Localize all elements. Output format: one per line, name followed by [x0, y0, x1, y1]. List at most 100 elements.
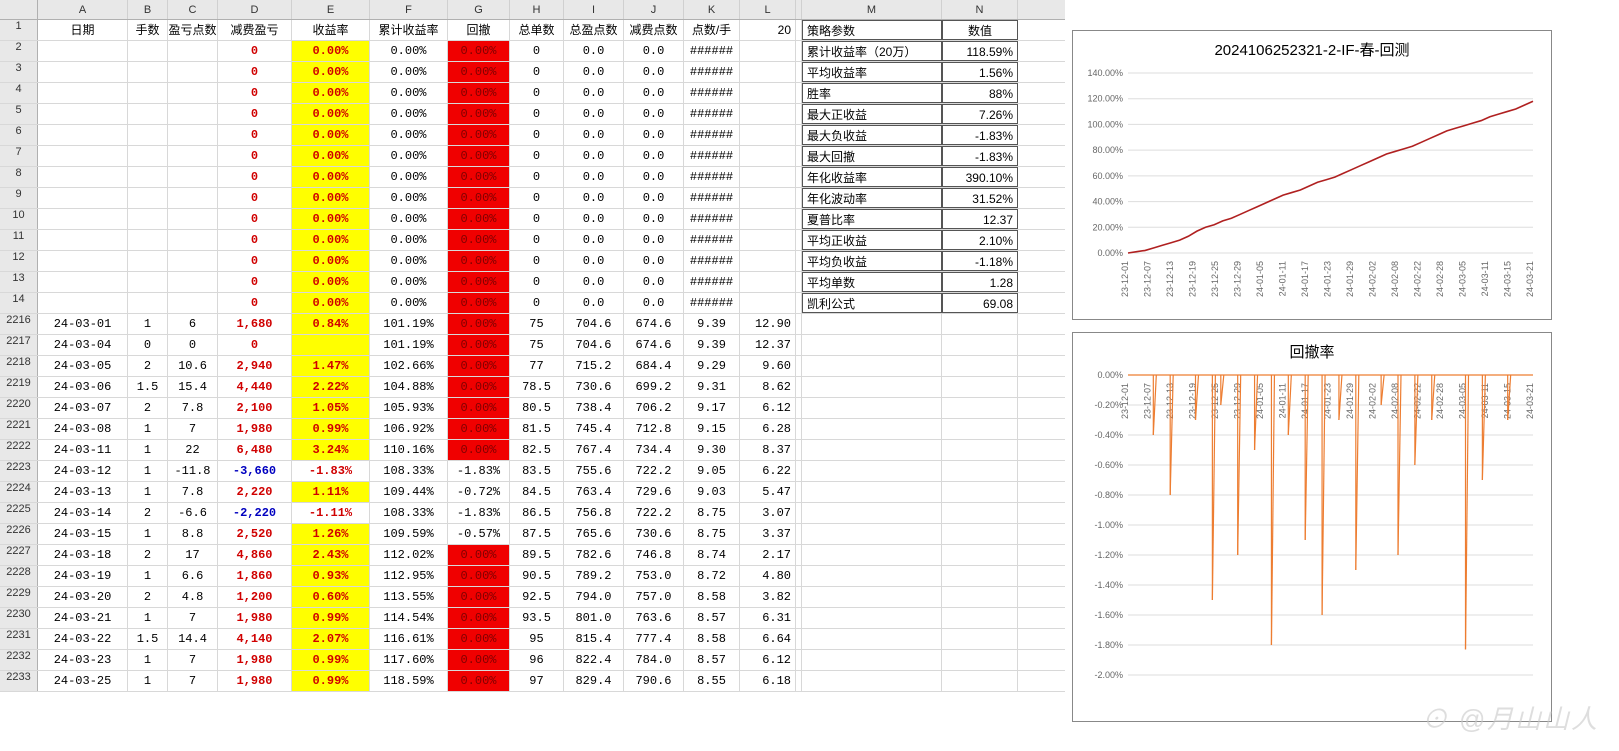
- row-num[interactable]: 2222: [0, 440, 38, 460]
- hdr-J[interactable]: 减费点数: [624, 20, 684, 40]
- hdr-L[interactable]: 20: [740, 20, 796, 40]
- hdr-N[interactable]: 数值: [942, 20, 1018, 40]
- col-G[interactable]: G: [448, 0, 510, 19]
- hdr-H[interactable]: 总单数: [510, 20, 564, 40]
- row-num[interactable]: 2230: [0, 608, 38, 628]
- date-cell[interactable]: 24-03-13: [38, 482, 128, 502]
- date-cell[interactable]: 24-03-14: [38, 503, 128, 523]
- hdr-B[interactable]: 手数: [128, 20, 168, 40]
- date-cell[interactable]: 24-03-05: [38, 356, 128, 376]
- date-cell[interactable]: 24-03-19: [38, 566, 128, 586]
- row-num[interactable]: 14: [0, 293, 38, 313]
- param-value[interactable]: 88%: [942, 83, 1018, 103]
- row-num[interactable]: 2225: [0, 503, 38, 523]
- param-value[interactable]: 7.26%: [942, 104, 1018, 124]
- row-num[interactable]: 2219: [0, 377, 38, 397]
- date-cell[interactable]: 24-03-07: [38, 398, 128, 418]
- date-cell[interactable]: 24-03-01: [38, 314, 128, 334]
- col-E[interactable]: E: [292, 0, 370, 19]
- row-num[interactable]: 2228: [0, 566, 38, 586]
- param-label[interactable]: 平均负收益: [802, 251, 942, 271]
- row-num[interactable]: 9: [0, 188, 38, 208]
- date-cell[interactable]: 24-03-21: [38, 608, 128, 628]
- row-num[interactable]: 2224: [0, 482, 38, 502]
- col-H[interactable]: H: [510, 0, 564, 19]
- col-L[interactable]: L: [740, 0, 796, 19]
- param-label[interactable]: 平均单数: [802, 272, 942, 292]
- param-value[interactable]: -1.18%: [942, 251, 1018, 271]
- col-A[interactable]: A: [38, 0, 128, 19]
- row-num[interactable]: 13: [0, 272, 38, 292]
- row-num[interactable]: 2231: [0, 629, 38, 649]
- param-value[interactable]: 31.52%: [942, 188, 1018, 208]
- col-F[interactable]: F: [370, 0, 448, 19]
- row-num[interactable]: 2227: [0, 545, 38, 565]
- row-num[interactable]: 2232: [0, 650, 38, 670]
- param-value[interactable]: 118.59%: [942, 41, 1018, 61]
- param-label[interactable]: 凯利公式: [802, 293, 942, 313]
- param-label[interactable]: 最大负收益: [802, 125, 942, 145]
- hdr-F[interactable]: 累计收益率: [370, 20, 448, 40]
- row-num[interactable]: 7: [0, 146, 38, 166]
- row-num[interactable]: 2217: [0, 335, 38, 355]
- date-cell[interactable]: 24-03-22: [38, 629, 128, 649]
- row-num[interactable]: 1: [0, 20, 38, 40]
- param-value[interactable]: 390.10%: [942, 167, 1018, 187]
- hdr-G[interactable]: 回撤: [448, 20, 510, 40]
- row-num[interactable]: 5: [0, 104, 38, 124]
- hdr-A[interactable]: 日期: [38, 20, 128, 40]
- date-cell[interactable]: 24-03-18: [38, 545, 128, 565]
- param-label[interactable]: 平均收益率: [802, 62, 942, 82]
- hdr-M[interactable]: 策略参数: [802, 20, 942, 40]
- hdr-I[interactable]: 总盈点数: [564, 20, 624, 40]
- param-value[interactable]: 12.37: [942, 209, 1018, 229]
- date-cell[interactable]: 24-03-12: [38, 461, 128, 481]
- hdr-D[interactable]: 减费盈亏: [218, 20, 292, 40]
- row-num[interactable]: 2221: [0, 419, 38, 439]
- col-B[interactable]: B: [128, 0, 168, 19]
- param-label[interactable]: 最大回撤: [802, 146, 942, 166]
- date-cell[interactable]: 24-03-20: [38, 587, 128, 607]
- param-value[interactable]: 69.08: [942, 293, 1018, 313]
- row-num[interactable]: 2229: [0, 587, 38, 607]
- param-value[interactable]: 2.10%: [942, 230, 1018, 250]
- param-label[interactable]: 夏普比率: [802, 209, 942, 229]
- param-label[interactable]: 累计收益率（20万）: [802, 41, 942, 61]
- row-num[interactable]: 3: [0, 62, 38, 82]
- param-value[interactable]: 1.28: [942, 272, 1018, 292]
- row-num[interactable]: 2216: [0, 314, 38, 334]
- param-value[interactable]: -1.83%: [942, 146, 1018, 166]
- date-cell[interactable]: 24-03-08: [38, 419, 128, 439]
- param-label[interactable]: 年化收益率: [802, 167, 942, 187]
- row-num[interactable]: 8: [0, 167, 38, 187]
- date-cell[interactable]: 24-03-15: [38, 524, 128, 544]
- date-cell[interactable]: 24-03-23: [38, 650, 128, 670]
- hdr-K[interactable]: 点数/手: [684, 20, 740, 40]
- date-cell[interactable]: 24-03-11: [38, 440, 128, 460]
- col-I[interactable]: I: [564, 0, 624, 19]
- row-num[interactable]: 10: [0, 209, 38, 229]
- row-num[interactable]: 2220: [0, 398, 38, 418]
- date-cell[interactable]: 24-03-06: [38, 377, 128, 397]
- date-cell[interactable]: 24-03-04: [38, 335, 128, 355]
- row-num[interactable]: 2: [0, 41, 38, 61]
- row-num[interactable]: 2226: [0, 524, 38, 544]
- param-label[interactable]: 最大正收益: [802, 104, 942, 124]
- col-M[interactable]: M: [802, 0, 942, 19]
- param-label[interactable]: 年化波动率: [802, 188, 942, 208]
- param-value[interactable]: 1.56%: [942, 62, 1018, 82]
- row-num[interactable]: 6: [0, 125, 38, 145]
- date-cell[interactable]: 24-03-25: [38, 671, 128, 691]
- hdr-C[interactable]: 盈亏点数: [168, 20, 218, 40]
- row-num[interactable]: 2223: [0, 461, 38, 481]
- row-num[interactable]: 12: [0, 251, 38, 271]
- col-K[interactable]: K: [684, 0, 740, 19]
- col-D[interactable]: D: [218, 0, 292, 19]
- param-label[interactable]: 平均正收益: [802, 230, 942, 250]
- param-label[interactable]: 胜率: [802, 83, 942, 103]
- row-num[interactable]: 2233: [0, 671, 38, 691]
- hdr-E[interactable]: 收益率: [292, 20, 370, 40]
- row-num[interactable]: 11: [0, 230, 38, 250]
- col-C[interactable]: C: [168, 0, 218, 19]
- row-num[interactable]: 2218: [0, 356, 38, 376]
